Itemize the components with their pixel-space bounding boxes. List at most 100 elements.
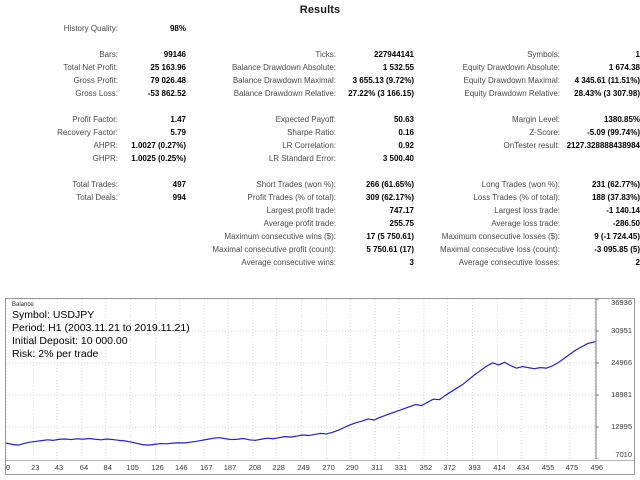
stat-value: 1 674.38 [608, 63, 640, 72]
stat-value: 1.0025 (0.25%) [131, 154, 186, 163]
x-axis-tick-label: 352 [419, 463, 433, 472]
balance-chart[interactable]: Balance Symbol: USDJPY Period: H1 (2003.… [5, 298, 635, 475]
stat-value [118, 217, 186, 230]
stat-label: GHPR: [92, 154, 118, 163]
x-axis-tick-label: 0 [5, 463, 11, 472]
stat-value: -53 862.52 [147, 89, 186, 98]
stat-row: Average consecutive wins: 3 Average consec… [0, 256, 640, 269]
stat-value: -5.09 (99.74%) [587, 128, 640, 137]
x-axis-tick-label: 249 [297, 463, 310, 472]
x-axis-tick-label: 23 [31, 463, 40, 472]
stat-label: Profit Trades (% of total): [247, 193, 336, 202]
stat-value: 50.63 [393, 115, 414, 124]
y-axis-tick-label: 18981 [611, 389, 632, 399]
stat-label: Margin Level: [511, 115, 560, 124]
statistics-table: History Quality: 98% Bars: 99146 Ticks: 2279… [0, 22, 640, 269]
x-axis-tick-label: 475 [565, 463, 579, 472]
x-axis-tick-label: 228 [272, 463, 285, 472]
stat-label: Equity Drawdown Relative: [464, 89, 560, 98]
x-axis-tick-label: 311 [371, 463, 384, 472]
stat-value: 227944141 [373, 50, 414, 59]
stat-label: Sharpe Ratio: [287, 128, 336, 137]
stat-row: Average profit trade: 255.75 Average loss … [0, 217, 640, 230]
stat-value: 266 (61.65%) [365, 180, 414, 189]
stat-value [118, 256, 186, 269]
stat-label: Maximum consecutive losses ($): [441, 232, 560, 241]
stat-value: 79 026.48 [150, 76, 186, 85]
x-axis-tick-label: 496 [590, 463, 604, 472]
stat-value: 309 (62.17%) [365, 193, 414, 202]
stat-value: 231 (62.77%) [591, 180, 640, 189]
stat-value: 28.43% (3 307.98) [574, 89, 640, 98]
stat-label: Maximal consecutive profit (count): [212, 245, 336, 254]
stat-value: 25 163.96 [150, 63, 186, 72]
page-title: Results [299, 4, 341, 16]
stat-value: 0.16 [398, 128, 414, 137]
x-axis-tick-label: 270 [322, 463, 335, 472]
stat-value [118, 204, 186, 217]
y-axis-tick-label: 12995 [611, 422, 632, 431]
stat-value: -3 095.85 (5) [594, 245, 640, 254]
stat-row-spacer [0, 100, 640, 113]
stat-row-spacer [0, 35, 640, 48]
stat-label: Ticks: [315, 50, 336, 59]
stat-value: 3 500.40 [382, 154, 414, 163]
x-axis-tick-label: 372 [443, 463, 456, 472]
stat-value: 1.0027 (0.27%) [131, 141, 186, 150]
stat-value: 27.22% (3 166.15) [348, 89, 414, 98]
stat-label: Balance Drawdown Relative: [233, 89, 336, 98]
stat-row-spacer [0, 165, 640, 178]
stat-label [186, 22, 336, 35]
x-axis-tick-label: 187 [223, 463, 237, 472]
stat-label [0, 217, 118, 230]
stat-value: 2 [635, 258, 640, 267]
stat-label: Maximal consecutive loss (count): [439, 245, 560, 254]
stat-value: -286.50 [612, 219, 640, 228]
stat-value: 188 (37.83%) [591, 193, 640, 202]
x-axis-tick-label: 43 [54, 463, 64, 472]
stat-label: Equity Drawdown Absolute: [462, 63, 560, 72]
x-axis-tick-label: 64 [79, 463, 89, 472]
stat-label: LR Correlation: [282, 141, 336, 150]
stat-row: Total Trades: 497 Short Trades (won %): 266… [0, 178, 640, 191]
y-axis-labels: 36936 30951 24966 18981 12995 7010 [598, 299, 632, 459]
x-axis-tick-label: 414 [493, 463, 506, 472]
stat-label [414, 22, 560, 35]
statistics-section: History Quality: 98% Bars: 99146 Ticks: 2279… [0, 16, 640, 269]
x-axis-tick-label: 434 [516, 463, 530, 472]
stat-label: Largest profit trade: [266, 206, 336, 215]
stat-label: Loss Trades (% of total): [473, 193, 560, 202]
stat-label: Gross Profit: [73, 76, 118, 85]
stat-row: Largest profit trade: 747.17 Largest loss … [0, 204, 640, 217]
stat-label [414, 152, 560, 165]
x-axis-tick-label: 105 [126, 463, 139, 472]
stat-value: 994 [172, 193, 186, 202]
stat-value [118, 243, 186, 256]
stat-label [0, 243, 118, 256]
stat-row: Profit Factor: 1.47 Expected Payoff: 50.63 M… [0, 113, 640, 126]
stat-value: 3 655.13 (9.72%) [352, 76, 414, 85]
equity-curve-plot [6, 299, 634, 459]
stat-label: Balance Drawdown Maximal: [232, 76, 336, 85]
stat-label: Average loss trade: [491, 219, 560, 228]
stat-row: Gross Loss: -53 862.52 Balance Drawdown Re… [0, 87, 640, 100]
stat-label [0, 256, 118, 269]
stat-label: AHPR: [93, 141, 118, 150]
stat-label: Equity Drawdown Maximal: [463, 76, 560, 85]
x-axis-tick-label: 331 [394, 463, 408, 472]
stat-value [336, 22, 414, 35]
y-axis-tick-label: 36936 [611, 298, 632, 307]
stat-row: Maximum consecutive wins ($): 17 (5 750.6… [0, 230, 640, 243]
stat-row: Total Net Profit: 25 163.96 Balance Drawdo… [0, 61, 640, 74]
stat-row: GHPR: 1.0025 (0.25%) LR Standard Error: 3 5… [0, 152, 640, 165]
stat-value: 2127.328888438984 [566, 141, 640, 150]
stat-label: Symbols: [527, 50, 560, 59]
stat-value: 1 [635, 50, 640, 59]
stat-row: AHPR: 1.0027 (0.27%) LR Correlation: 0.92 On… [0, 139, 640, 152]
stat-row: Recovery Factor: 5.79 Sharpe Ratio: 0.16 Z-S… [0, 126, 640, 139]
stat-value: 99146 [163, 50, 186, 59]
stat-value: 3 [409, 258, 414, 267]
y-axis-tick-label: 7010 [615, 450, 632, 459]
stat-label: Recovery Factor: [57, 128, 118, 137]
